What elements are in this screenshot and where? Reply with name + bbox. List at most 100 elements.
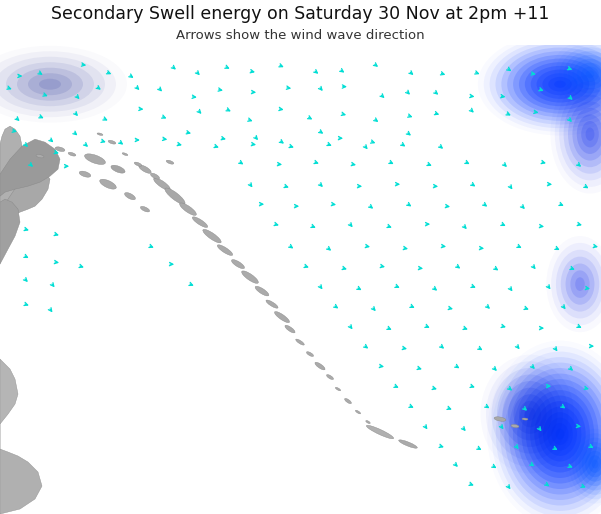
Ellipse shape [582,447,601,482]
Ellipse shape [537,69,584,99]
Ellipse shape [504,362,601,505]
Ellipse shape [568,55,601,94]
Ellipse shape [296,339,304,345]
Ellipse shape [502,381,558,447]
Ellipse shape [497,375,563,454]
Ellipse shape [141,206,150,212]
Ellipse shape [592,460,599,468]
Ellipse shape [525,408,535,420]
Ellipse shape [315,362,325,370]
Ellipse shape [542,73,578,95]
Ellipse shape [108,140,116,144]
Ellipse shape [526,390,594,478]
Ellipse shape [585,70,594,78]
Ellipse shape [500,357,601,511]
Ellipse shape [275,311,290,323]
Ellipse shape [538,407,581,462]
Ellipse shape [513,374,601,494]
Ellipse shape [530,396,590,472]
Ellipse shape [165,188,185,205]
Ellipse shape [166,160,174,164]
Ellipse shape [0,57,105,112]
Polygon shape [0,199,20,264]
Ellipse shape [575,437,601,490]
Ellipse shape [508,368,601,500]
Ellipse shape [559,47,601,101]
Ellipse shape [564,95,601,174]
Ellipse shape [585,451,601,477]
Ellipse shape [192,217,208,228]
Ellipse shape [180,203,197,215]
Ellipse shape [28,73,72,95]
Ellipse shape [97,133,103,135]
Ellipse shape [255,286,269,296]
Ellipse shape [547,417,573,451]
Ellipse shape [367,425,394,439]
Ellipse shape [203,229,221,243]
Ellipse shape [68,152,76,156]
Ellipse shape [569,429,601,499]
Ellipse shape [355,410,361,414]
Ellipse shape [508,388,552,440]
Ellipse shape [548,77,572,91]
Ellipse shape [556,429,564,439]
Polygon shape [0,139,60,196]
Ellipse shape [581,66,599,82]
Ellipse shape [326,375,334,379]
Ellipse shape [566,264,594,305]
Ellipse shape [570,270,590,298]
Ellipse shape [572,433,601,495]
Ellipse shape [122,153,128,156]
Ellipse shape [507,51,601,117]
Ellipse shape [495,44,601,124]
Polygon shape [0,126,22,234]
Ellipse shape [100,179,116,189]
Text: Secondary Swell energy on Saturday 30 Nov at 2pm +11: Secondary Swell energy on Saturday 30 No… [51,6,550,24]
Ellipse shape [522,384,599,484]
Ellipse shape [554,81,566,88]
Ellipse shape [588,455,601,473]
Ellipse shape [552,423,569,445]
Ellipse shape [150,173,159,179]
Ellipse shape [490,40,601,128]
Ellipse shape [492,368,569,460]
Ellipse shape [242,271,258,283]
Ellipse shape [577,63,601,86]
Ellipse shape [124,193,135,200]
Ellipse shape [517,379,601,489]
Ellipse shape [575,277,585,291]
Ellipse shape [218,245,233,255]
Ellipse shape [525,62,595,106]
Ellipse shape [531,66,590,102]
Ellipse shape [572,108,601,160]
Ellipse shape [522,418,528,420]
Ellipse shape [556,250,601,319]
Ellipse shape [555,43,601,105]
Ellipse shape [513,394,546,434]
Ellipse shape [519,401,541,427]
Ellipse shape [572,59,601,89]
Ellipse shape [511,425,519,428]
Ellipse shape [307,352,314,357]
Polygon shape [0,359,18,514]
Ellipse shape [585,127,594,141]
Ellipse shape [154,178,170,190]
Ellipse shape [568,101,601,167]
Ellipse shape [231,260,245,269]
Ellipse shape [559,88,601,180]
Ellipse shape [79,171,91,177]
Ellipse shape [496,352,601,514]
Ellipse shape [581,121,599,148]
Ellipse shape [501,48,601,121]
Ellipse shape [513,55,601,114]
Ellipse shape [366,420,370,424]
Ellipse shape [85,154,105,164]
Ellipse shape [494,417,506,421]
Ellipse shape [39,79,61,90]
Text: Arrows show the wind wave direction: Arrows show the wind wave direction [176,29,425,42]
Polygon shape [0,169,50,226]
Ellipse shape [579,442,601,486]
Ellipse shape [564,51,601,97]
Ellipse shape [577,115,601,154]
Ellipse shape [55,147,65,152]
